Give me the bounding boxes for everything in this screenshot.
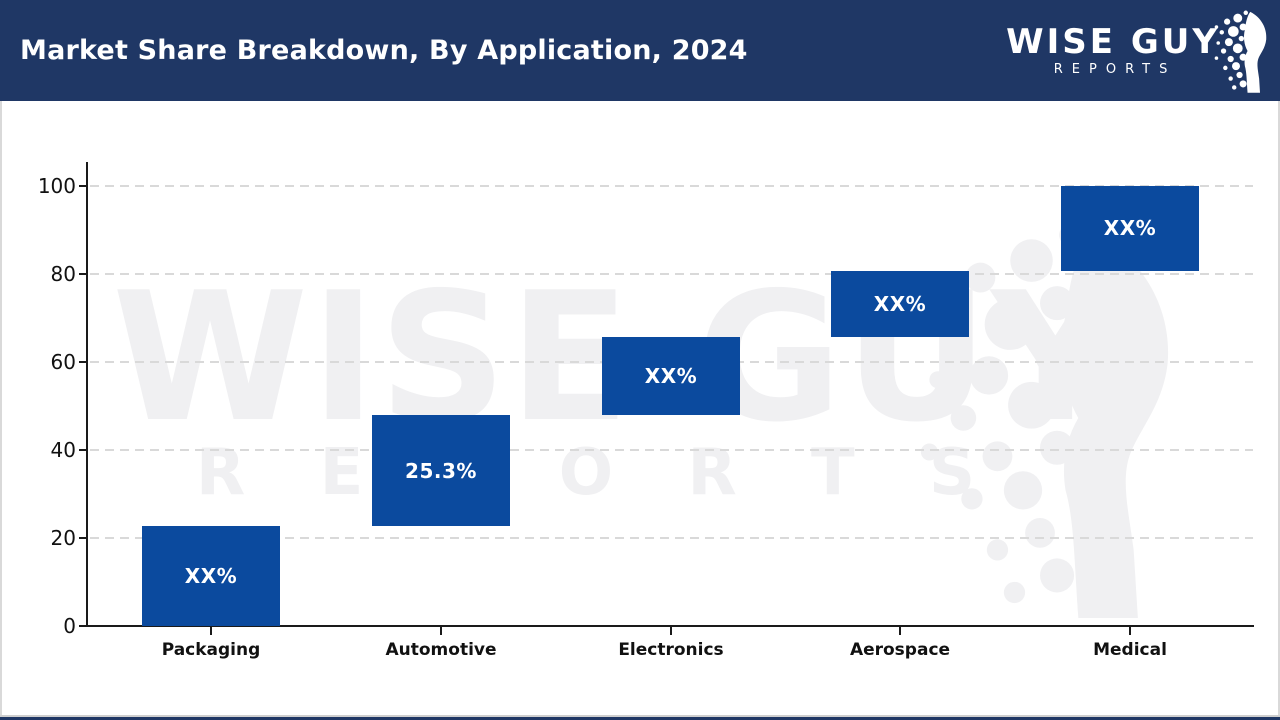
x-tick-label-aerospace: Aerospace xyxy=(849,640,951,660)
bar-value-label-medical: XX% xyxy=(1103,216,1157,241)
bar-value-label-automotive: 25.3% xyxy=(405,458,477,483)
bar-medical: XX% xyxy=(1061,185,1199,271)
y-tick-20 xyxy=(79,536,87,539)
y-tick-0 xyxy=(79,625,87,627)
watermark-head-icon xyxy=(920,224,1169,618)
y-tick-label-0: 0 xyxy=(63,614,76,638)
bar-automotive: 25.3% xyxy=(372,415,510,527)
y-tick-label-80: 80 xyxy=(50,261,76,286)
y-axis-line xyxy=(86,162,88,627)
bar-packaging: XX% xyxy=(142,526,280,626)
bar-value-label-electronics: XX% xyxy=(644,364,698,388)
x-tick-label-electronics: Electronics xyxy=(618,640,724,660)
page-title: Market Share Breakdown, By Application, … xyxy=(20,35,748,66)
x-tick-aerospace xyxy=(899,627,901,635)
gridline-100 xyxy=(90,184,1253,187)
y-tick-label-60: 60 xyxy=(50,349,76,374)
page-left-border xyxy=(0,101,2,717)
bar-electronics: XX% xyxy=(602,337,740,415)
y-tick-label-100: 100 xyxy=(37,173,76,198)
gridline-20 xyxy=(90,536,1253,539)
x-tick-packaging xyxy=(210,627,212,635)
x-tick-electronics xyxy=(670,627,672,635)
brand-subname: REPORTS xyxy=(1053,61,1177,77)
page-right-border xyxy=(1278,101,1280,717)
bar-value-label-aerospace: XX% xyxy=(873,292,927,317)
header-bar: Market Share Breakdown, By Application, … xyxy=(0,0,1280,101)
y-tick-60 xyxy=(79,360,87,363)
y-tick-40 xyxy=(79,448,87,451)
brand-logo-text: WISE GUY REPORTS xyxy=(1006,25,1220,77)
dotted-head-icon xyxy=(1214,10,1267,93)
x-tick-medical xyxy=(1129,627,1131,635)
y-tick-80 xyxy=(79,272,87,275)
x-tick-label-automotive: Automotive xyxy=(385,640,497,660)
y-tick-label-40: 40 xyxy=(50,437,76,462)
gridline-40 xyxy=(90,448,1253,451)
brand-name: WISE GUY xyxy=(1006,21,1220,62)
footer-bar xyxy=(0,717,1280,720)
x-tick-label-packaging: Packaging xyxy=(161,640,261,660)
y-tick-100 xyxy=(79,184,87,187)
bar-value-label-packaging: XX% xyxy=(184,564,238,589)
page-bottom-border xyxy=(0,715,1280,717)
y-tick-label-20: 20 xyxy=(50,525,76,550)
x-tick-label-medical: Medical xyxy=(1093,640,1167,660)
gridline-80 xyxy=(90,272,1253,275)
bar-aerospace: XX% xyxy=(831,271,969,338)
x-tick-automotive xyxy=(440,627,442,635)
brand-logo: WISE GUY REPORTS xyxy=(1006,9,1268,93)
x-axis-line xyxy=(86,625,1254,627)
